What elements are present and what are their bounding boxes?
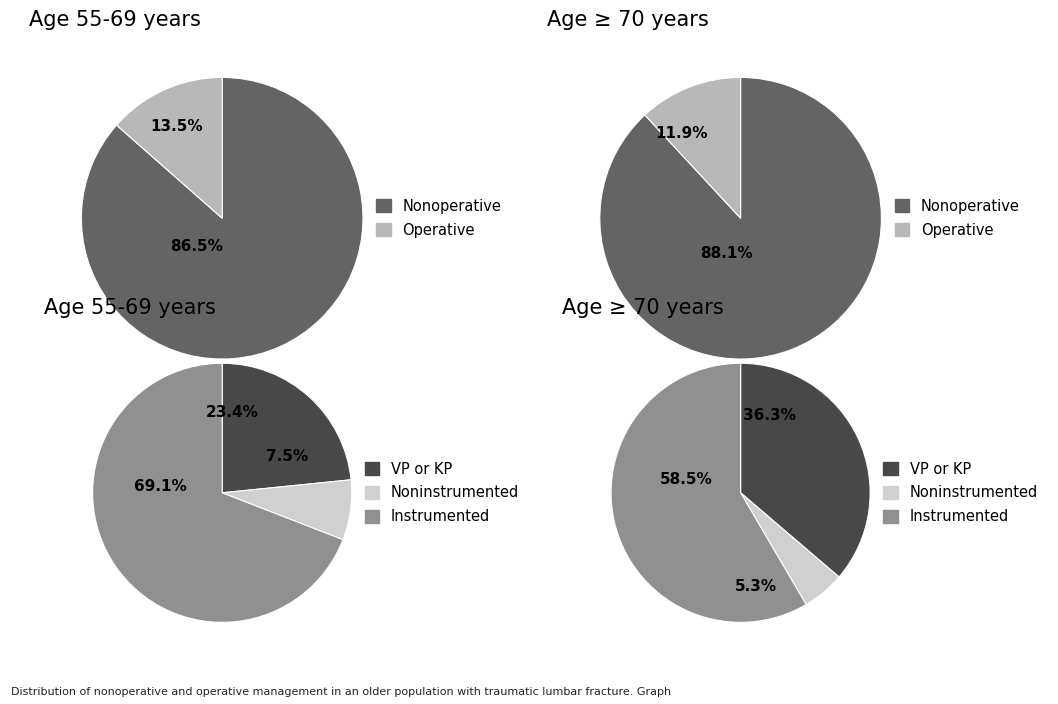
Wedge shape [741,363,870,577]
Text: 7.5%: 7.5% [266,449,308,464]
Text: 88.1%: 88.1% [700,246,753,261]
Text: 69.1%: 69.1% [133,479,186,494]
Wedge shape [645,77,741,218]
Wedge shape [116,77,222,218]
Wedge shape [93,363,343,622]
Legend: VP or KP, Noninstrumented, Instrumented: VP or KP, Noninstrumented, Instrumented [359,455,525,530]
Text: Age 55-69 years: Age 55-69 years [29,10,200,30]
Legend: VP or KP, Noninstrumented, Instrumented: VP or KP, Noninstrumented, Instrumented [877,455,1043,530]
Wedge shape [222,363,351,493]
Text: 58.5%: 58.5% [660,472,713,487]
Text: 36.3%: 36.3% [743,408,796,422]
Wedge shape [600,77,881,359]
Wedge shape [741,493,839,605]
Legend: Nonoperative, Operative: Nonoperative, Operative [370,193,507,244]
Text: 86.5%: 86.5% [170,239,223,254]
Text: 11.9%: 11.9% [655,126,708,142]
Wedge shape [81,77,363,359]
Text: Age ≥ 70 years: Age ≥ 70 years [547,10,709,30]
Text: 5.3%: 5.3% [735,579,778,593]
Text: Age ≥ 70 years: Age ≥ 70 years [563,298,725,318]
Wedge shape [612,363,806,622]
Text: Age 55-69 years: Age 55-69 years [44,298,216,318]
Text: 23.4%: 23.4% [206,405,259,420]
Wedge shape [222,480,351,540]
Legend: Nonoperative, Operative: Nonoperative, Operative [889,193,1025,244]
Text: 13.5%: 13.5% [151,119,203,134]
Text: Distribution of nonoperative and operative management in an older population wit: Distribution of nonoperative and operati… [11,687,671,697]
